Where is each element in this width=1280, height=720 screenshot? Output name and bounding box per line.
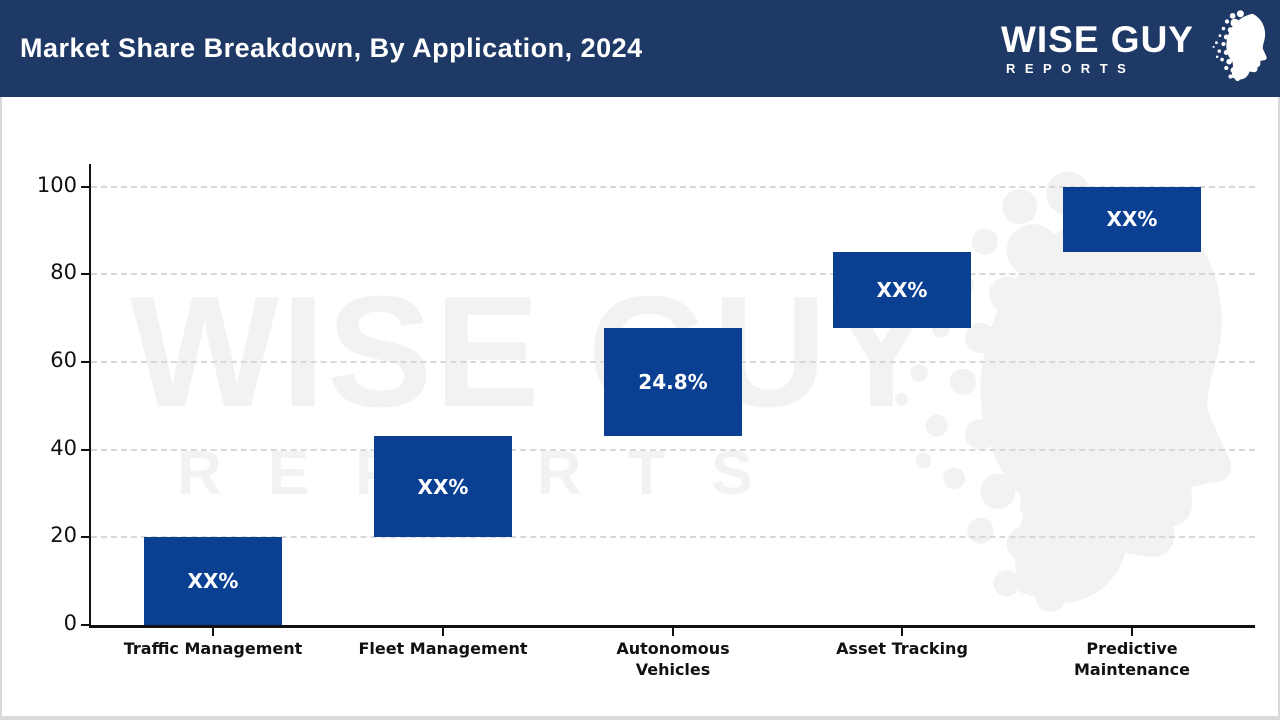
bar-fleet-management: XX%	[374, 436, 512, 538]
y-tick-label-60: 60	[50, 347, 77, 372]
y-tick-label-20: 20	[50, 523, 77, 548]
gridline-20	[91, 536, 1255, 539]
bar-predictive-maintenance: XX%	[1063, 186, 1201, 253]
x-label-fleet-management: Fleet Management	[358, 639, 528, 658]
y-axis	[89, 164, 91, 628]
watermark-wordmark: WISE GUY	[130, 264, 937, 440]
y-tick-label-80: 80	[50, 260, 77, 285]
x-tick-mark-autonomous-vehicles	[672, 628, 674, 636]
y-tick-mark-60	[81, 360, 89, 363]
bar-value-label-asset-tracking: XX%	[876, 277, 928, 302]
logo-wordmark: WISE GUY	[1000, 19, 1194, 60]
page-title: Market Share Breakdown, By Application, …	[20, 33, 643, 63]
x-axis	[89, 625, 1255, 628]
y-tick-label-100: 100	[36, 172, 77, 197]
x-label-autonomous-vehicles: Autonomous Vehicles	[616, 639, 730, 679]
x-label-predictive-maintenance: Predictive Maintenance	[1073, 639, 1190, 679]
logo-subtext: REPORTS	[1005, 61, 1136, 76]
bar-value-label-traffic-management: XX%	[187, 569, 239, 594]
wise-guy-logo: WISE GUY REPORTS	[1001, 8, 1270, 90]
gridline-100	[91, 185, 1255, 188]
bar-asset-tracking: XX%	[833, 252, 971, 328]
y-tick-mark-20	[81, 536, 89, 539]
y-tick-label-40: 40	[50, 435, 77, 460]
bar-traffic-management: XX%	[144, 537, 282, 625]
gridline-40	[91, 448, 1255, 451]
x-tick-mark-predictive-maintenance	[1131, 628, 1133, 636]
y-tick-mark-80	[81, 273, 89, 276]
bar-value-label-autonomous-vehicles: 24.8%	[638, 370, 708, 395]
x-tick-mark-fleet-management	[442, 628, 444, 636]
y-tick-mark-0	[81, 624, 89, 626]
y-tick-mark-40	[81, 448, 89, 451]
x-tick-mark-asset-tracking	[901, 628, 903, 636]
x-tick-mark-traffic-management	[212, 628, 214, 636]
x-label-traffic-management: Traffic Management	[123, 639, 303, 658]
bar-value-label-predictive-maintenance: XX%	[1106, 207, 1158, 232]
x-label-asset-tracking: Asset Tracking	[836, 639, 968, 658]
bar-autonomous-vehicles: 24.8%	[604, 327, 742, 437]
gridline-80	[91, 273, 1255, 276]
y-tick-label-0: 0	[63, 611, 77, 635]
bar-value-label-fleet-management: XX%	[417, 474, 469, 499]
y-tick-mark-100	[81, 185, 89, 188]
logo-text: WISE GUY REPORTS	[1001, 21, 1194, 76]
header: Market Share Breakdown, By Application, …	[0, 0, 1280, 97]
logo-head-icon	[1212, 9, 1267, 81]
